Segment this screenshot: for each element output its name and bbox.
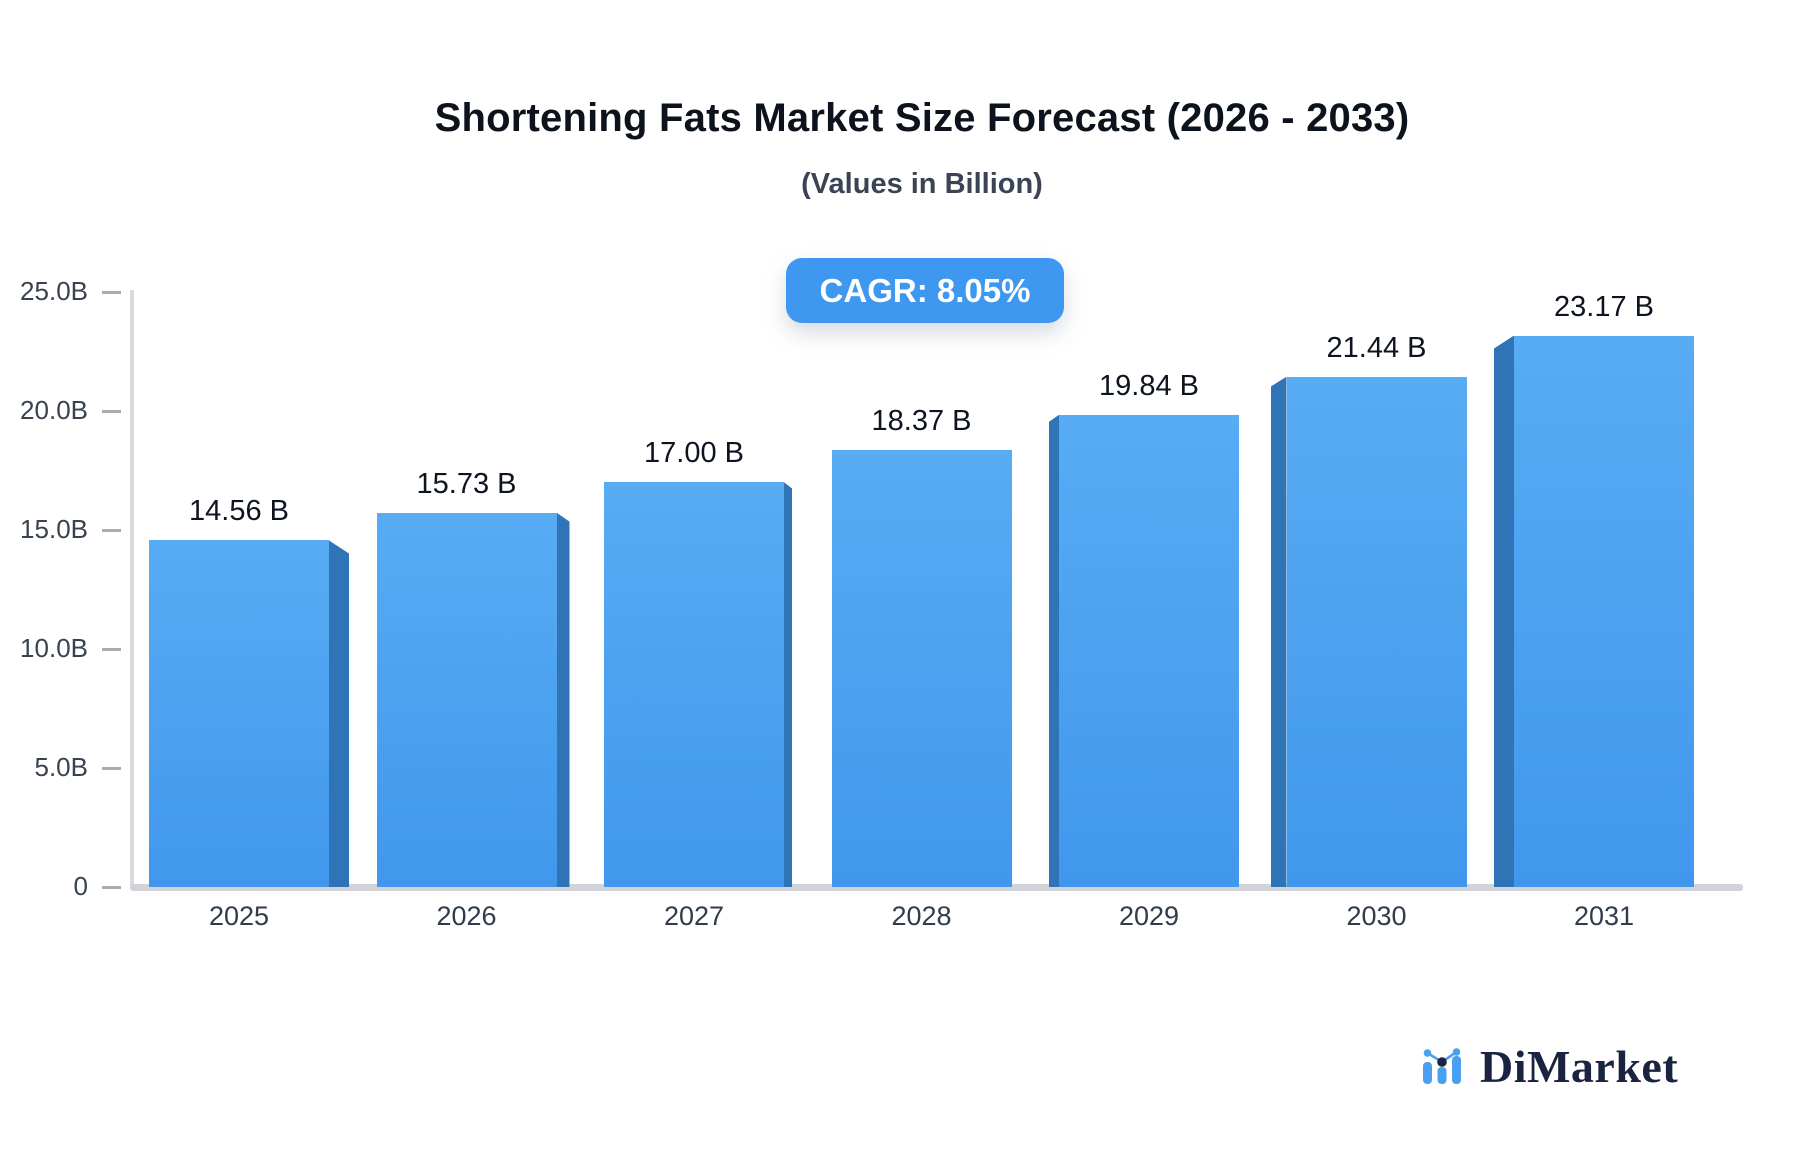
x-axis-label: 2031 (1573, 901, 1635, 931)
y-axis-tick (102, 409, 121, 413)
bar-side-face (1494, 335, 1514, 887)
chart-subtitle: (Values in Billion) (801, 168, 1043, 200)
bar-side-face (1270, 376, 1287, 887)
y-axis-line (130, 290, 134, 886)
x-axis-label: 2025 (208, 901, 270, 931)
bar-2027 (604, 482, 784, 887)
brand-logo-text: DiMarket (1480, 1040, 1679, 1092)
bar-value-label: 14.56 B (189, 495, 289, 528)
x-axis-baseline (130, 884, 1743, 891)
y-axis-tick (102, 647, 121, 651)
cagr-badge: CAGR: 8.05% (786, 258, 1064, 323)
brand-logo-icon (1423, 1048, 1461, 1084)
bar-2030 (1286, 376, 1467, 887)
y-axis-label: 25.0B (20, 276, 88, 306)
y-axis-tick (102, 885, 121, 889)
x-axis-label: 2030 (1346, 901, 1407, 931)
y-axis-tick (102, 290, 121, 294)
bar-side-face (784, 482, 792, 887)
chart-title: Shortening Fats Market Size Forecast (20… (434, 96, 1410, 140)
bar-2028 (831, 449, 1012, 887)
bar-side-face (329, 540, 349, 887)
y-axis-tick (102, 528, 121, 532)
bar-value-label: 21.44 B (1326, 331, 1427, 364)
bar-2025 (149, 540, 329, 887)
bar-value-label: 17.00 B (644, 437, 744, 470)
bar-2029 (1059, 414, 1239, 887)
bar-value-label: 18.37 B (871, 404, 972, 437)
y-axis-label: 0 (73, 871, 88, 901)
bar-2026 (376, 512, 557, 887)
x-axis-label: 2029 (1118, 901, 1180, 931)
x-axis-label: 2028 (891, 901, 952, 931)
x-axis-label: 2027 (663, 901, 725, 931)
y-axis-label: 5.0B (34, 752, 89, 782)
bar-side-face (556, 512, 570, 887)
bar-value-label: 15.73 B (416, 467, 517, 500)
bar-value-label: 23.17 B (1554, 290, 1654, 323)
y-axis-label: 10.0B (20, 633, 88, 663)
x-axis-label: 2026 (436, 901, 497, 931)
bar-2031 (1514, 335, 1694, 887)
y-axis-label: 15.0B (20, 514, 88, 544)
brand-logo: DiMarket (1421, 1038, 1678, 1094)
y-axis-tick (102, 766, 121, 770)
bar-side-face (1049, 414, 1059, 887)
bar-value-label: 19.84 B (1099, 369, 1199, 402)
y-axis-label: 20.0B (20, 395, 88, 425)
